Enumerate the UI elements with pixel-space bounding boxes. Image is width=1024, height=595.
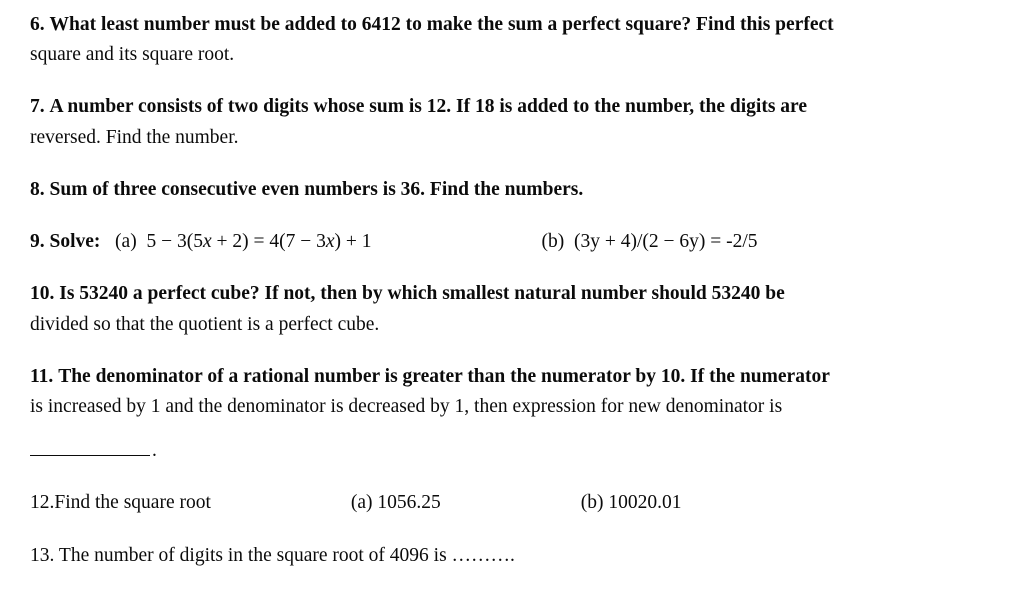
- q9-a-expr: 5 − 3(5x + 2) = 4(7 − 3x) + 1: [146, 231, 371, 252]
- question-9: 9. Solve: (a) 5 − 3(5x + 2) = 4(7 − 3x) …: [30, 227, 994, 257]
- q13-number: 13.: [30, 545, 54, 566]
- q12-b-val: 10020.01: [608, 492, 681, 513]
- q11-cont: is increased by 1 and the denominator is…: [30, 396, 782, 417]
- q8-lead: Sum of three consecutive even numbers is…: [50, 179, 584, 200]
- question-8: 8. Sum of three consecutive even numbers…: [30, 175, 994, 205]
- q8-number: 8.: [30, 179, 45, 200]
- question-12: 12.Find the square root (a) 1056.25 (b) …: [30, 488, 994, 518]
- q9-b-label: (b): [542, 231, 565, 252]
- q9-b-expr: (3y + 4)/(2 − 6y) = -2/5: [574, 231, 758, 252]
- q12-a-val: 1056.25: [377, 492, 440, 513]
- question-13: 13. The number of digits in the square r…: [30, 541, 994, 571]
- question-6: 6. What least number must be added to 64…: [30, 10, 994, 70]
- q7-cont: reversed. Find the number.: [30, 127, 239, 148]
- question-7: 7. A number consists of two digits whose…: [30, 92, 994, 152]
- question-10: 10. Is 53240 a perfect cube? If not, the…: [30, 279, 994, 339]
- q9-number: 9.: [30, 231, 45, 252]
- q10-number: 10.: [30, 283, 54, 304]
- q9-a-label: (a): [115, 231, 137, 252]
- q11-tail: .: [152, 440, 157, 461]
- page: 6. What least number must be added to 64…: [0, 0, 1024, 595]
- q11-blank: [30, 444, 150, 456]
- q12-a-label: (a): [351, 492, 373, 513]
- q12-lead: Find the square root: [54, 492, 211, 513]
- question-11: 11. The denominator of a rational number…: [30, 362, 994, 467]
- q11-number: 11.: [30, 366, 53, 387]
- q6-lead: What least number must be added to 6412 …: [50, 14, 834, 35]
- q12-b-label: (b): [581, 492, 604, 513]
- q10-cont: divided so that the quotient is a perfec…: [30, 314, 379, 335]
- q7-number: 7.: [30, 96, 45, 117]
- q10-lead: Is 53240 a perfect cube? If not, then by…: [59, 283, 785, 304]
- q13-lead: The number of digits in the square root …: [59, 545, 515, 566]
- q6-number: 6.: [30, 14, 45, 35]
- q9-lead: Solve:: [50, 231, 101, 252]
- q12-number: 12.: [30, 492, 54, 513]
- q7-lead: A number consists of two digits whose su…: [50, 96, 808, 117]
- q6-cont: square and its square root.: [30, 44, 234, 65]
- q11-lead: The denominator of a rational number is …: [58, 366, 830, 387]
